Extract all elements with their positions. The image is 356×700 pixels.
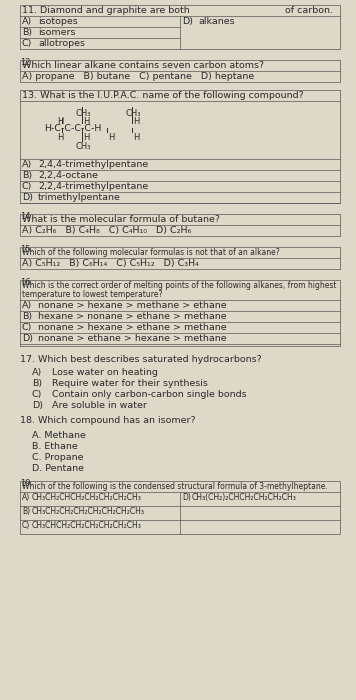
Text: B): B) — [32, 379, 42, 388]
Text: CH₃: CH₃ — [76, 109, 91, 118]
Text: D): D) — [182, 493, 191, 502]
Text: 15.: 15. — [20, 245, 33, 254]
Text: C): C) — [22, 39, 32, 48]
Text: 17. Which best describes saturated hydrocarbons?: 17. Which best describes saturated hydro… — [20, 355, 262, 364]
Text: nonane > ethane > hexane > methane: nonane > ethane > hexane > methane — [38, 334, 227, 343]
Text: Which of the following molecular formulas is not that of an alkane?: Which of the following molecular formula… — [22, 248, 280, 257]
Text: D): D) — [182, 17, 193, 26]
Text: Lose water on heating: Lose water on heating — [52, 368, 158, 377]
Text: 2,2,4-trimethylpentane: 2,2,4-trimethylpentane — [38, 182, 148, 191]
Text: Which linear alkane contains seven carbon atoms?: Which linear alkane contains seven carbo… — [22, 61, 264, 70]
Text: Contain only carbon-carbon single bonds: Contain only carbon-carbon single bonds — [52, 390, 247, 399]
Text: Are soluble in water: Are soluble in water — [52, 401, 147, 410]
Text: Which of the following is the condensed structural formula of 3-methylheptane.: Which of the following is the condensed … — [22, 482, 328, 491]
Bar — [20, 214, 340, 236]
Text: B): B) — [22, 312, 32, 321]
Text: trimethylpentane: trimethylpentane — [38, 193, 121, 202]
Text: temperature to lowest temperature?: temperature to lowest temperature? — [22, 290, 162, 299]
Text: What is the molecular formula of butane?: What is the molecular formula of butane? — [22, 215, 220, 224]
Bar — [20, 481, 340, 534]
Text: CH₃: CH₃ — [126, 109, 141, 118]
Text: 2,2,4-octane: 2,2,4-octane — [38, 171, 98, 180]
Text: H: H — [108, 133, 114, 142]
Text: 19.: 19. — [20, 479, 33, 488]
Text: B): B) — [22, 507, 30, 516]
Text: A): A) — [22, 160, 32, 169]
Text: C. Propane: C. Propane — [32, 453, 84, 462]
Text: D): D) — [22, 193, 33, 202]
Text: isomers: isomers — [38, 28, 75, 37]
Text: 14: 14 — [20, 212, 31, 221]
Text: A): A) — [22, 301, 32, 310]
Text: A) propane   B) butane   C) pentane   D) heptane: A) propane B) butane C) pentane D) hepta… — [22, 72, 254, 81]
Text: 13. What is the I.U.P.A.C. name of the following compound?: 13. What is the I.U.P.A.C. name of the f… — [22, 91, 304, 100]
Text: hexane > nonane > ethane > methane: hexane > nonane > ethane > methane — [38, 312, 227, 321]
Text: A): A) — [22, 493, 30, 502]
Text: H: H — [57, 117, 63, 126]
Text: 12: 12 — [20, 58, 31, 67]
Text: nonane > hexane > methane > ethane: nonane > hexane > methane > ethane — [38, 301, 227, 310]
Text: D): D) — [22, 334, 33, 343]
Bar — [20, 90, 340, 203]
Text: CH₃(CH₂)₂CHCH₂CH₂CH₂CH₃: CH₃(CH₂)₂CHCH₂CH₂CH₂CH₃ — [192, 493, 297, 502]
Text: Require water for their synthesis: Require water for their synthesis — [52, 379, 208, 388]
Text: H: H — [133, 117, 140, 126]
Text: D): D) — [32, 401, 43, 410]
Text: alkanes: alkanes — [198, 17, 235, 26]
Text: C): C) — [22, 182, 32, 191]
Text: CH₃: CH₃ — [76, 142, 91, 151]
Text: B. Ethane: B. Ethane — [32, 442, 78, 451]
Text: CH₃CHCH₂CH₂CH₂CH₂CH₂CH₃: CH₃CHCH₂CH₂CH₂CH₂CH₂CH₃ — [32, 521, 142, 530]
Text: B): B) — [22, 171, 32, 180]
Text: A) C₅H₁₂   B) C₆H₁₄   C) C₅H₁₂   D) C₃H₄: A) C₅H₁₂ B) C₆H₁₄ C) C₅H₁₂ D) C₃H₄ — [22, 259, 199, 268]
Text: D. Pentane: D. Pentane — [32, 464, 84, 473]
Text: isotopes: isotopes — [38, 17, 78, 26]
Text: nonane > hexane > ethane > methane: nonane > hexane > ethane > methane — [38, 323, 227, 332]
Text: of carbon.: of carbon. — [285, 6, 333, 15]
Bar — [20, 280, 340, 346]
Text: 2,4,4-trimethylpentane: 2,4,4-trimethylpentane — [38, 160, 148, 169]
Text: C): C) — [32, 390, 42, 399]
Text: H: H — [133, 133, 140, 142]
Text: H-C-C-C-C-H: H-C-C-C-C-H — [44, 124, 101, 133]
Bar — [20, 247, 340, 269]
Text: CH₃CH₂CHCH₂CH₂CH₂CH₂CH₃: CH₃CH₂CHCH₂CH₂CH₂CH₂CH₃ — [32, 493, 142, 502]
Text: B): B) — [22, 28, 32, 37]
Text: Which is the correct order of melting points of the following alkanes, from high: Which is the correct order of melting po… — [22, 281, 336, 290]
Text: allotropes: allotropes — [38, 39, 85, 48]
Text: 11. Diamond and graphite are both: 11. Diamond and graphite are both — [22, 6, 190, 15]
Bar — [20, 5, 340, 49]
Text: H: H — [83, 117, 89, 126]
Text: A): A) — [32, 368, 42, 377]
Text: H: H — [83, 133, 89, 142]
Text: H: H — [57, 133, 63, 142]
Text: C): C) — [22, 521, 30, 530]
Bar — [20, 60, 340, 82]
Text: A. Methane: A. Methane — [32, 431, 86, 440]
Text: C): C) — [22, 323, 32, 332]
Text: A): A) — [22, 17, 32, 26]
Text: A) C₂H₆   B) C₄H₈   C) C₄H₁₀   D) C₂H₆: A) C₂H₆ B) C₄H₈ C) C₄H₁₀ D) C₂H₆ — [22, 226, 191, 235]
Text: 16.: 16. — [20, 278, 33, 287]
Text: 18. Which compound has an isomer?: 18. Which compound has an isomer? — [20, 416, 196, 425]
Text: CH₃CH₂CH₂CH₂CH₂CH₂CH₂CH₃: CH₃CH₂CH₂CH₂CH₂CH₂CH₂CH₃ — [32, 507, 145, 516]
